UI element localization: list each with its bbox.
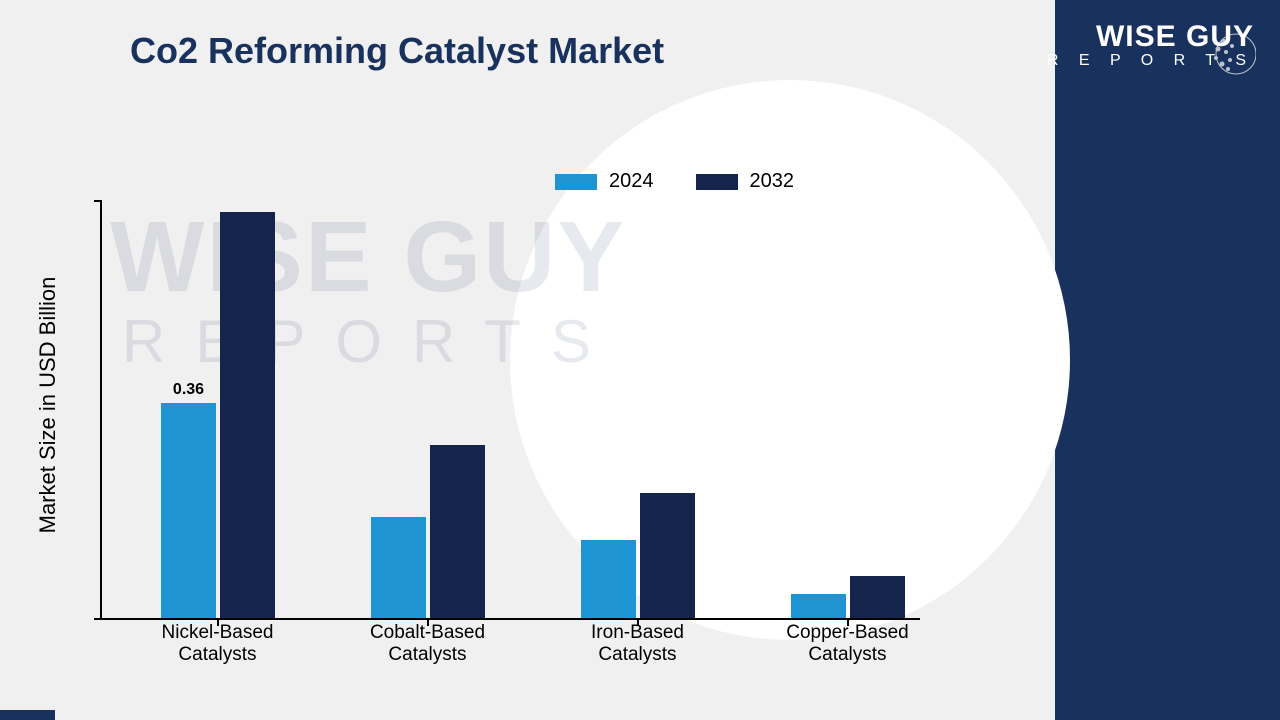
chart-title: Co2 Reforming Catalyst Market xyxy=(130,30,664,72)
chart-plot-area: 0.36Nickel-BasedCatalystsCobalt-BasedCat… xyxy=(100,200,920,620)
bar-value-label: 0.36 xyxy=(161,381,216,399)
y-tick xyxy=(94,200,100,202)
legend-label-2032: 2032 xyxy=(750,170,795,193)
legend: 2024 2032 xyxy=(555,170,824,193)
bar-2024: 0.36 xyxy=(161,403,216,618)
side-band xyxy=(1055,0,1280,720)
y-axis xyxy=(100,200,102,620)
category-label: Copper-BasedCatalysts xyxy=(753,622,943,666)
bottom-accent-bar xyxy=(0,710,55,720)
bar-2024 xyxy=(371,517,426,619)
x-axis xyxy=(100,618,920,620)
bar-2032 xyxy=(220,212,275,618)
category-label: Iron-BasedCatalysts xyxy=(543,622,733,666)
legend-swatch-2024 xyxy=(555,174,597,190)
y-axis-label: Market Size in USD Billion xyxy=(35,277,61,534)
bar-2024 xyxy=(581,540,636,618)
chart-canvas: WISE GUY REPORTS Co2 Reforming Catalyst … xyxy=(0,0,1280,720)
brand-line1: WISE GUY xyxy=(1047,20,1254,54)
bar-2024 xyxy=(791,594,846,618)
bar-2032 xyxy=(430,445,485,618)
legend-label-2024: 2024 xyxy=(609,170,654,193)
bar-2032 xyxy=(640,493,695,618)
brand-line2: R E P O R T S xyxy=(1047,52,1254,70)
y-tick xyxy=(94,618,100,620)
category-label: Cobalt-BasedCatalysts xyxy=(333,622,523,666)
category-label: Nickel-BasedCatalysts xyxy=(123,622,313,666)
legend-swatch-2032 xyxy=(696,174,738,190)
bar-2032 xyxy=(850,576,905,618)
